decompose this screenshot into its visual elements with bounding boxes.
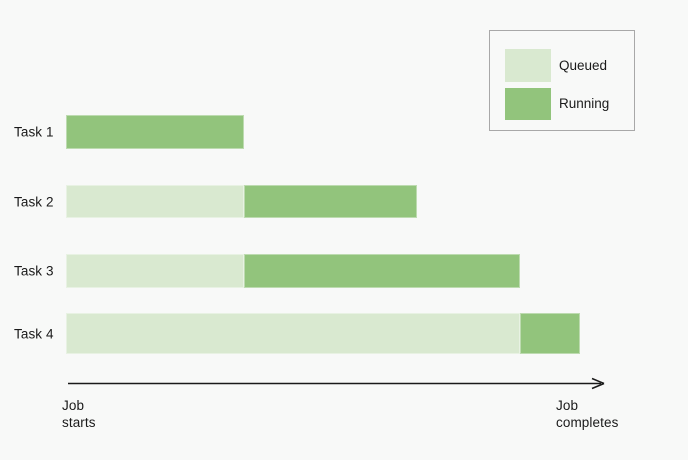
task-label-4: Task 4: [14, 326, 54, 341]
axis-label-job-completes: Job completes: [556, 398, 619, 430]
axis-label-job-starts: Job starts: [62, 398, 96, 430]
bar-task2-queued: [66, 185, 244, 218]
bar-task4-running: [519, 313, 580, 354]
task-label-3: Task 3: [14, 263, 54, 279]
task-label-2: Task 2: [14, 194, 54, 209]
legend-swatch-running: [505, 88, 551, 120]
bar-task3-queued: [66, 254, 244, 288]
bar-task4-queued: [66, 313, 520, 354]
bar-task3-running: [243, 254, 520, 288]
task-label-1: Task 1: [14, 124, 54, 140]
legend: Queued Running: [489, 30, 635, 131]
bar-task1-running: [66, 115, 245, 149]
legend-label-queued: Queued: [559, 58, 608, 73]
legend-swatch-queued: [505, 49, 551, 82]
bar-task2-running: [243, 185, 417, 218]
legend-label-running: Running: [559, 96, 610, 111]
time-axis-arrow: [68, 377, 605, 390]
